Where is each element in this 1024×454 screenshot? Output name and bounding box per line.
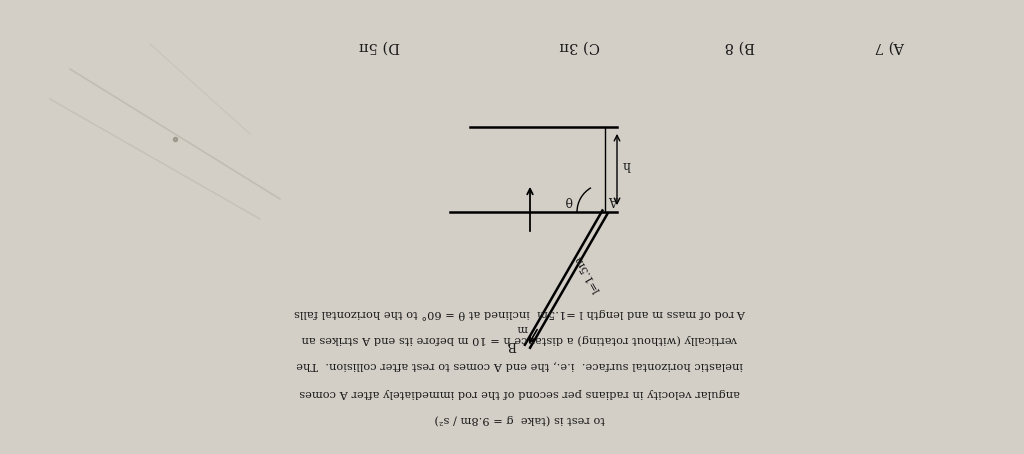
Text: angular velocity in radians per second of the rod immediately after A comes: angular velocity in radians per second o… <box>300 388 740 398</box>
Text: θ: θ <box>565 193 572 207</box>
Text: C) 3π: C) 3π <box>560 39 600 53</box>
Text: B) 8: B) 8 <box>725 39 755 53</box>
Text: A) 7: A) 7 <box>874 39 905 53</box>
Text: vertically (without rotating) a distance h = 10 m before its end A strikes an: vertically (without rotating) a distance… <box>302 334 738 345</box>
Text: to rest is (take  g = 9.8m / s²): to rest is (take g = 9.8m / s²) <box>434 414 605 424</box>
Text: l=1.5m: l=1.5m <box>573 254 603 295</box>
Text: m: m <box>517 323 527 333</box>
Text: h: h <box>623 158 631 171</box>
Text: D) 5π: D) 5π <box>359 39 400 53</box>
Text: B: B <box>507 338 516 351</box>
Text: inelastic horizontal surface.  i.e., the end A comes to rest after collision.  T: inelastic horizontal surface. i.e., the … <box>297 361 743 371</box>
Text: A rod of mass m and length l =1.5m  inclined at θ = 60° to the horizontal falls: A rod of mass m and length l =1.5m incli… <box>294 307 746 319</box>
Text: A: A <box>610 193 620 207</box>
